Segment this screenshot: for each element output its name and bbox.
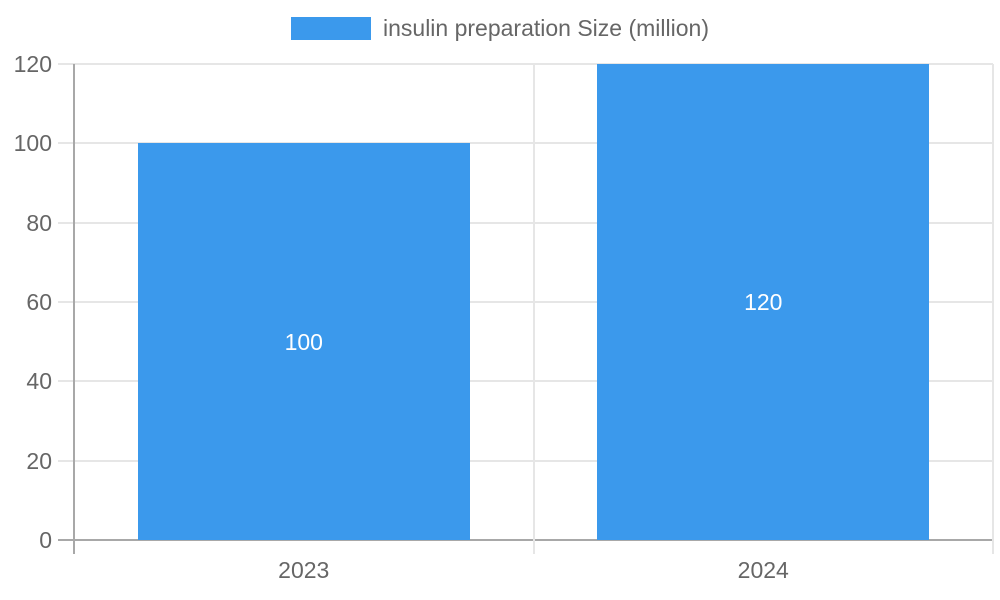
- y-axis-label: 120: [13, 51, 52, 77]
- x-axis-label: 2024: [737, 557, 789, 583]
- bar-2023: [137, 143, 470, 540]
- bar-value-label: 100: [284, 328, 323, 355]
- y-axis-tick: [58, 221, 74, 224]
- y-axis-label: 100: [13, 130, 52, 157]
- legend-item[interactable]: insulin preparation Size (million): [291, 14, 709, 42]
- legend-swatch: [291, 16, 371, 40]
- y-axis-tick: [58, 63, 74, 65]
- x-gridline: [992, 64, 994, 540]
- y-axis-label: 0: [39, 527, 52, 553]
- y-axis-label: 20: [26, 447, 52, 474]
- bar-value-label: 120: [744, 289, 783, 315]
- x-axis-label: 2023: [278, 557, 330, 583]
- x-axis-tick: [532, 540, 535, 554]
- x-axis-tick: [73, 540, 75, 554]
- y-axis-tick: [58, 459, 74, 462]
- y-axis-tick: [58, 380, 74, 383]
- x-axis-tick: [992, 540, 994, 554]
- y-axis-tick: [58, 539, 74, 541]
- legend: insulin preparation Size (million): [0, 14, 1000, 42]
- bar-2024: [597, 64, 930, 540]
- legend-label: insulin preparation Size (million): [383, 15, 709, 41]
- y-axis-line: [73, 64, 75, 540]
- x-gridline: [532, 64, 535, 540]
- y-axis-tick: [58, 301, 74, 303]
- y-axis-tick: [58, 142, 74, 145]
- y-axis-label: 40: [26, 368, 52, 395]
- y-axis-label: 80: [26, 209, 52, 236]
- y-axis-label: 60: [26, 289, 52, 315]
